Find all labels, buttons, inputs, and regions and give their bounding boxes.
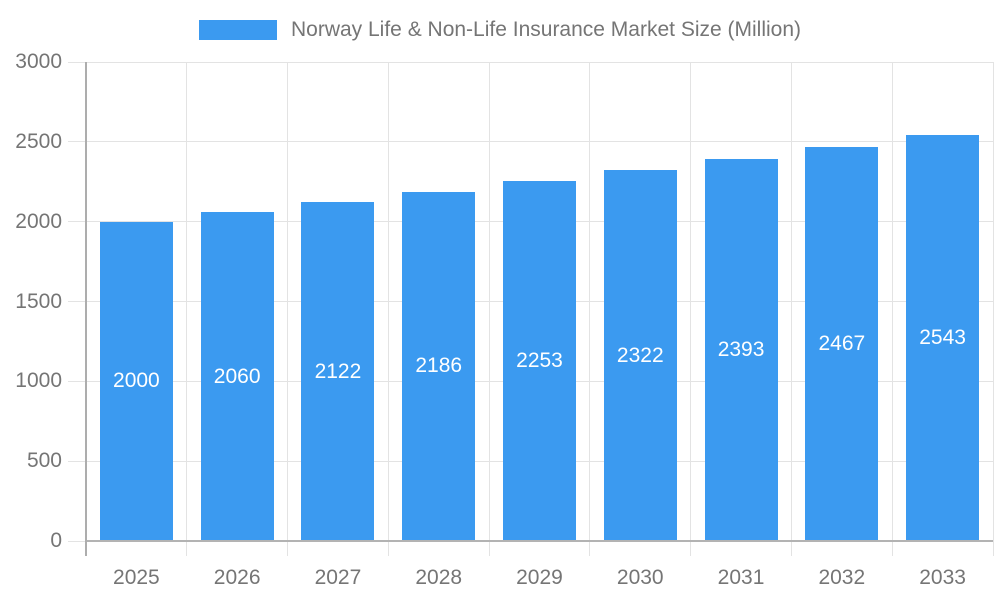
x-axis-tick [589, 541, 591, 556]
x-axis-label: 2025 [113, 566, 160, 589]
y-axis-label: 1000 [15, 369, 62, 393]
y-axis-label: 2500 [15, 129, 62, 153]
plot-area: 2000 2025 2060 2026 2122 2027 2186 2028 2253 2029… [68, 61, 994, 589]
gridline-horizontal [86, 141, 993, 143]
legend-item[interactable]: Norway Life & Non-Life Insurance Market … [198, 18, 802, 42]
x-axis-tick [488, 541, 490, 556]
legend-swatch [198, 20, 277, 40]
chart-title: Norway Life & Non-Life Insurance Market … [290, 18, 802, 41]
bar-2031[interactable]: 2393 [704, 158, 778, 541]
bar-2028[interactable]: 2186 [402, 191, 476, 541]
bar-value-label: 2543 [919, 325, 966, 349]
bar-2029[interactable]: 2253 [503, 181, 576, 541]
x-axis-label: 2028 [415, 566, 463, 589]
y-axis-label: 1500 [15, 289, 62, 313]
x-axis-tick [287, 541, 289, 556]
x-axis-label: 2026 [213, 566, 261, 589]
x-axis-label: 2031 [717, 566, 765, 589]
x-axis-tick [992, 541, 994, 556]
bar-2027[interactable]: 2122 [301, 202, 375, 541]
bar-2033[interactable]: 2543 [906, 134, 980, 541]
bar-value-label: 2186 [415, 354, 463, 378]
x-axis-tick [387, 541, 389, 556]
gridline-vertical [992, 62, 994, 541]
bar-value-label: 2467 [818, 332, 866, 356]
y-axis-tick [68, 301, 86, 302]
y-axis-line [85, 62, 87, 556]
legend: Norway Life & Non-Life Insurance Market … [0, 18, 1000, 42]
bar-2030[interactable]: 2322 [603, 170, 677, 541]
bar-value-label: 2000 [113, 369, 160, 393]
x-axis-tick [891, 541, 893, 556]
bar-value-label: 2393 [717, 337, 765, 361]
bar-value-label: 2122 [314, 359, 362, 383]
y-axis-tick [68, 61, 86, 63]
bar-2032[interactable]: 2467 [805, 147, 879, 541]
y-axis-tick [68, 380, 86, 382]
bar-value-label: 2322 [616, 343, 664, 367]
x-axis-label: 2027 [314, 566, 362, 589]
gridline-vertical [690, 62, 692, 541]
y-axis-tick [68, 221, 86, 223]
x-axis-tick [186, 541, 188, 556]
bar-value-label: 2060 [213, 364, 261, 388]
y-axis-labels: 0 500 1000 1500 2000 2500 3000 [0, 51, 62, 552]
gridline-vertical [488, 62, 490, 541]
y-axis-label: 0 [50, 529, 62, 552]
x-axis-label: 2029 [516, 566, 563, 589]
gridline-vertical [387, 62, 389, 541]
x-axis-label: 2033 [919, 566, 966, 589]
gridline-horizontal [86, 61, 993, 63]
bar-2026[interactable]: 2060 [200, 212, 274, 541]
bar-value-label: 2253 [516, 349, 563, 373]
gridline-vertical [790, 62, 792, 541]
y-axis-label: 2000 [15, 209, 62, 233]
x-axis-tick [690, 541, 692, 556]
x-axis-tick [790, 541, 792, 556]
y-axis-tick [68, 540, 86, 542]
gridline-vertical [287, 62, 289, 541]
gridline-vertical [891, 62, 893, 541]
y-axis-label: 3000 [15, 50, 62, 73]
y-axis-tick [68, 141, 86, 143]
y-axis-label: 500 [26, 449, 62, 473]
gridline-vertical [589, 62, 591, 541]
bar-2025[interactable]: 2000 [99, 221, 173, 541]
x-axis-label: 2030 [616, 566, 664, 589]
x-axis-line [86, 540, 993, 542]
gridline-vertical [186, 62, 188, 541]
x-axis-label: 2032 [818, 566, 866, 589]
y-axis-tick [68, 460, 86, 462]
